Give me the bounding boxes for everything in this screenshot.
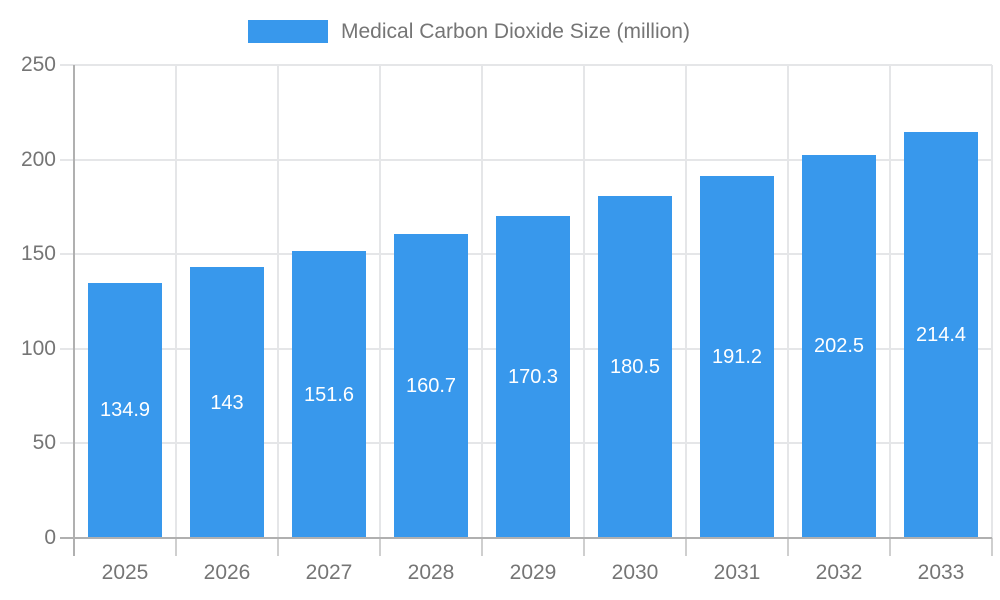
x-axis-tick: [685, 538, 687, 556]
y-axis-tick-label: 200: [20, 147, 56, 171]
bar-value-label: 202.5: [813, 335, 865, 358]
v-gridline: [583, 65, 585, 538]
v-gridline: [889, 65, 891, 538]
x-axis-tick-label: 2028: [407, 561, 455, 584]
x-axis-tick: [277, 538, 279, 556]
v-gridline: [991, 65, 993, 538]
v-gridline: [277, 65, 279, 538]
x-axis-tick-label: 2031: [713, 561, 761, 584]
bar-value-label: 134.9: [99, 399, 151, 422]
y-axis-tick-label: 100: [20, 336, 56, 360]
bar[interactable]: 180.5: [598, 196, 672, 538]
x-axis-line: [60, 537, 992, 539]
h-gridline: [60, 158, 992, 161]
x-axis-tick: [991, 538, 993, 556]
y-axis-tick-label: 50: [32, 431, 56, 455]
x-axis-tick: [175, 538, 177, 556]
v-gridline: [175, 65, 177, 538]
x-axis-tick-label: 2033: [917, 561, 965, 584]
bar[interactable]: 214.4: [904, 132, 978, 538]
x-axis-tick: [481, 538, 483, 556]
bar-value-label: 143: [210, 391, 244, 414]
v-gridline: [685, 65, 687, 538]
bar-value-label: 191.2: [711, 346, 763, 369]
bar[interactable]: 191.2: [700, 176, 774, 538]
y-axis-line: [73, 65, 75, 556]
x-axis-tick: [379, 538, 381, 556]
bar[interactable]: 170.3: [496, 215, 570, 538]
bar[interactable]: 160.7: [394, 233, 468, 538]
x-axis-tick-label: 2027: [305, 561, 353, 584]
bar[interactable]: 151.6: [292, 251, 366, 538]
bar-value-label: 180.5: [609, 356, 661, 379]
bar-value-label: 170.3: [507, 365, 559, 388]
x-axis-tick: [787, 538, 789, 556]
x-axis-tick: [583, 538, 585, 556]
y-axis-tick-label: 250: [20, 53, 56, 76]
y-axis-tick-label: 150: [20, 242, 56, 266]
h-gridline: [60, 64, 992, 66]
x-axis-tick-label: 2029: [509, 561, 557, 584]
x-axis-tick-label: 2030: [611, 561, 659, 584]
bar-value-label: 214.4: [915, 324, 967, 347]
x-axis-tick-label: 2026: [203, 561, 251, 584]
chart-legend-item[interactable]: Medical Carbon Dioxide Size (million): [248, 20, 690, 43]
bar[interactable]: 202.5: [802, 154, 876, 538]
bar[interactable]: 134.9: [88, 282, 162, 538]
x-axis-tick: [889, 538, 891, 556]
v-gridline: [379, 65, 381, 538]
bar-value-label: 151.6: [303, 383, 355, 406]
legend-swatch: [248, 20, 328, 43]
v-gridline: [481, 65, 483, 538]
legend-label: Medical Carbon Dioxide Size (million): [341, 20, 690, 43]
bar[interactable]: 143: [190, 267, 264, 538]
bar-value-label: 160.7: [405, 374, 457, 397]
x-axis-tick-label: 2032: [815, 561, 863, 584]
x-axis-tick-label: 2025: [101, 561, 149, 584]
v-gridline: [787, 65, 789, 538]
y-axis-tick-label: 0: [44, 526, 56, 549]
